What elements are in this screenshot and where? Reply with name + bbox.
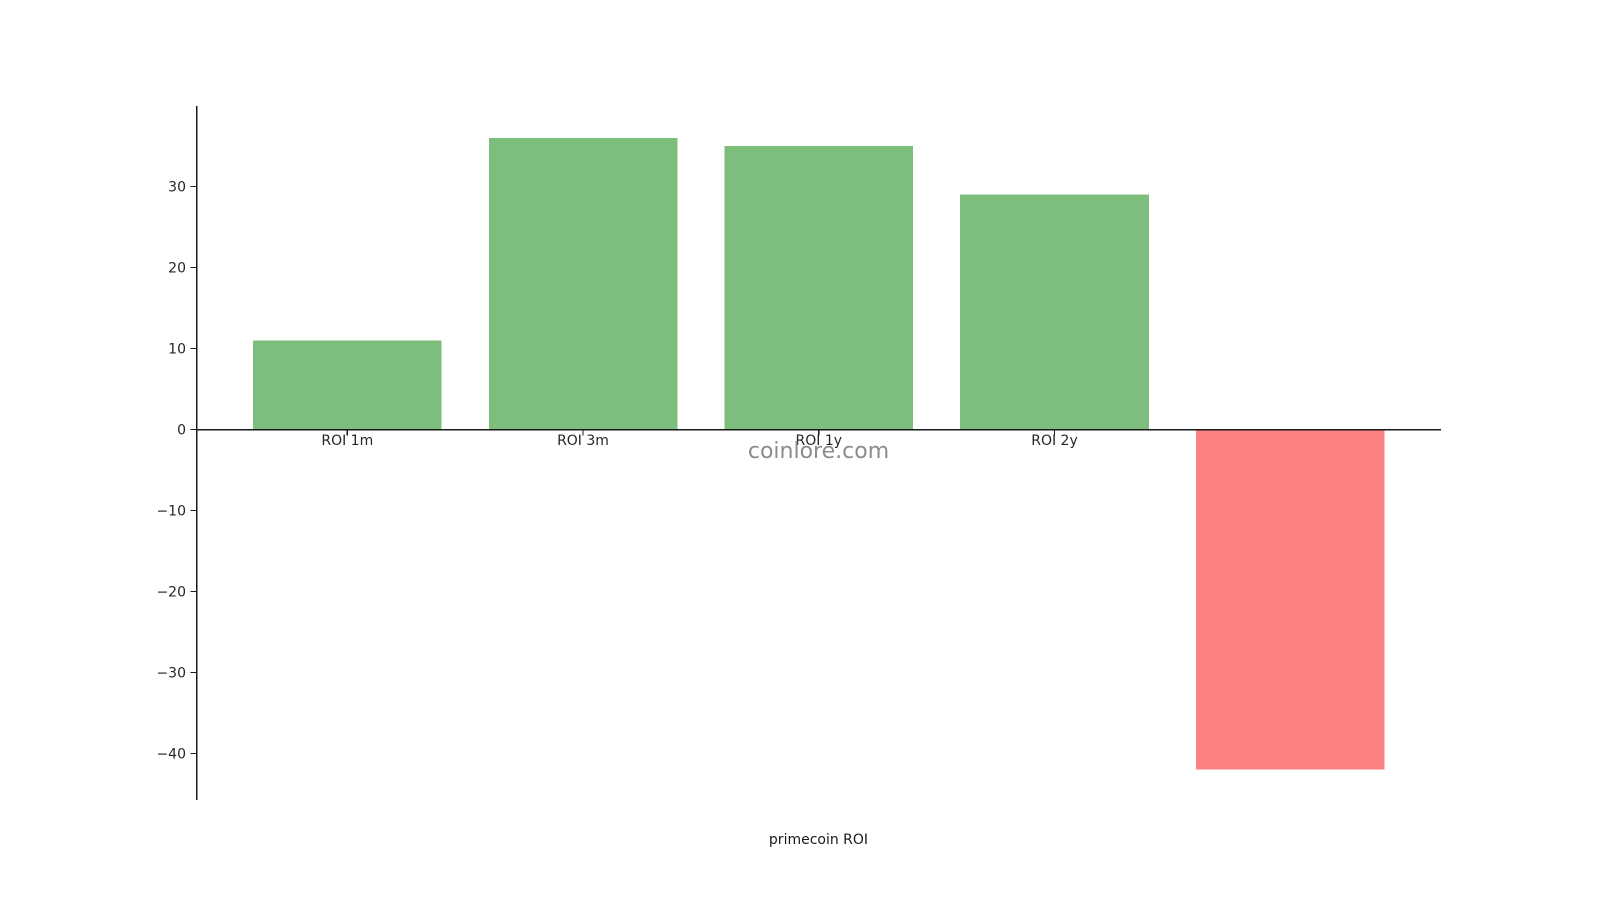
x-axis-title: primecoin ROI — [769, 832, 868, 848]
y-tick-label-30: 30 — [168, 180, 186, 196]
bar-roi-1m — [253, 340, 442, 430]
bar-roi-2y — [960, 194, 1149, 430]
bar-roi-3m — [488, 137, 678, 430]
y-tick-label--20: −20 — [156, 585, 186, 601]
x-axis-ticks: ROI 1m ROI 3m ROI 1y ROI 2y — [321, 429, 1078, 449]
x-tick-label-roi-1y: ROI 1y — [796, 433, 843, 449]
y-tick-label-0: 0 — [177, 423, 186, 439]
watermark: coinlore.com — [748, 439, 889, 464]
x-tick-label-roi-2y: ROI 2y — [1031, 433, 1078, 449]
y-tick-label--10: −10 — [156, 504, 186, 520]
y-tick-label-10: 10 — [168, 342, 186, 358]
x-tick-label-roi-3m: ROI 3m — [557, 433, 609, 449]
bar-unlabeled-5 — [1195, 429, 1385, 770]
y-tick-label--30: −30 — [156, 666, 186, 682]
x-tick-label-roi-1m: ROI 1m — [321, 433, 373, 449]
y-tick-label-20: 20 — [168, 261, 186, 277]
y-axis-ticks: 30 20 10 0 −10 −20 −30 −40 — [156, 180, 197, 763]
y-tick-label--40: −40 — [156, 747, 186, 763]
bars-group — [253, 137, 1385, 770]
bar-roi-1y — [724, 146, 914, 430]
